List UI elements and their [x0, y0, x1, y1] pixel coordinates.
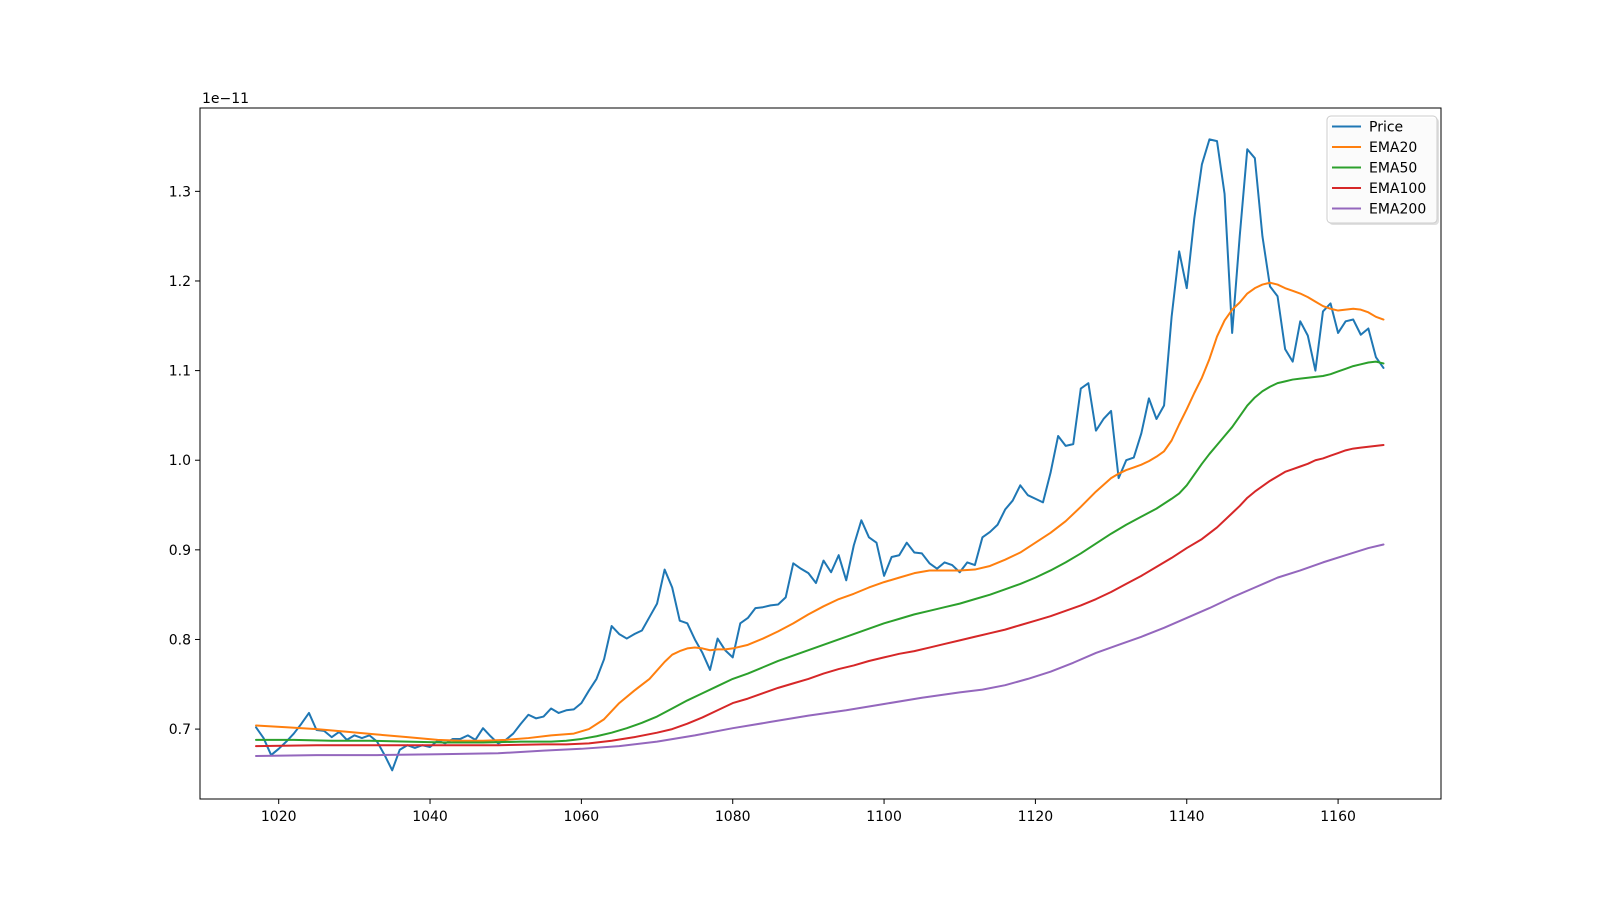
y-tick-label: 1.0	[169, 453, 191, 469]
y-tick-label: 1.1	[169, 364, 191, 380]
legend-label-ema20: EMA20	[1369, 140, 1417, 156]
y-tick-label: 0.8	[169, 632, 191, 648]
x-tick-label: 1160	[1320, 809, 1356, 825]
series-line-ema20	[255, 281, 1385, 742]
x-tick-label: 1120	[1018, 809, 1054, 825]
legend-label-ema100: EMA100	[1369, 181, 1426, 197]
x-tick-label: 1060	[564, 809, 600, 825]
series-line-ema100	[255, 443, 1385, 748]
y-tick-label: 0.7	[169, 722, 191, 738]
y-tick-label: 0.9	[169, 543, 191, 559]
x-tick-label: 1080	[715, 809, 751, 825]
legend-label-price: Price	[1369, 120, 1403, 136]
legend-label-ema200: EMA200	[1369, 202, 1426, 218]
axes-spines	[199, 107, 1442, 800]
legend-box	[1326, 115, 1438, 224]
y-tick-label: 1.2	[169, 274, 191, 290]
x-tick-label: 1040	[412, 809, 448, 825]
y-tick-label: 1.3	[169, 184, 191, 200]
x-tick-label: 1140	[1169, 809, 1205, 825]
legend-label-ema50: EMA50	[1369, 161, 1417, 177]
series-line-ema200	[255, 543, 1385, 757]
x-tick-label: 1020	[261, 809, 297, 825]
series-line-ema50	[255, 360, 1385, 744]
x-tick-label: 1100	[866, 809, 902, 825]
y-axis-offset-label: 1e−11	[202, 91, 249, 107]
